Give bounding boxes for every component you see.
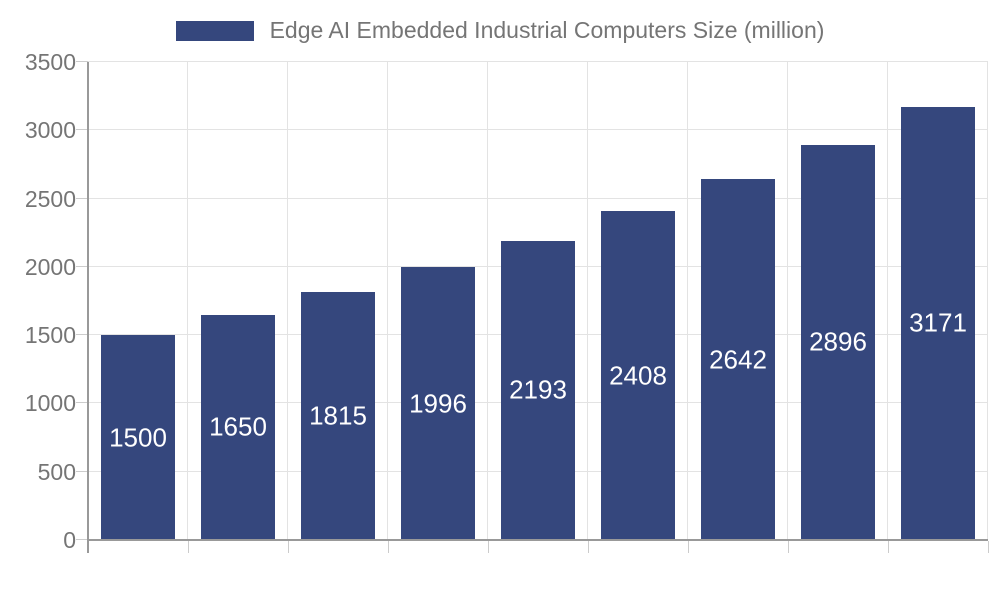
y-tick-3000 [76, 129, 88, 131]
gridline-v-9 [987, 62, 988, 540]
y-axis-label-1500: 1500 [24, 322, 76, 349]
bar-value-2025: 1500 [109, 422, 167, 453]
gridline-v-1 [187, 62, 188, 540]
bar-2033: 3171 [901, 106, 975, 540]
y-tick-1000 [76, 402, 88, 404]
y-axis-label-2000: 2000 [24, 253, 76, 280]
y-axis-label-3000: 3000 [24, 117, 76, 144]
legend-swatch [175, 20, 254, 41]
gridline-h-3000 [88, 129, 988, 131]
y-axis-line [87, 62, 89, 553]
gridline-v-8 [887, 62, 888, 540]
y-axis-label-0: 0 [63, 527, 76, 553]
bar-value-2029: 2193 [509, 374, 567, 405]
bar-2025: 1500 [101, 335, 175, 540]
bar-2027: 1815 [301, 292, 375, 540]
x-tick-5 [588, 541, 589, 553]
bar-value-2030: 2408 [609, 360, 667, 391]
bar-2030: 2408 [601, 211, 675, 540]
y-tick-0 [76, 539, 88, 540]
bar-2029: 2193 [501, 240, 575, 540]
x-tick-7 [788, 541, 789, 553]
gridline-v-7 [787, 62, 788, 540]
y-axis-label-3500: 3500 [24, 49, 76, 75]
gridline-h-2500 [88, 197, 988, 199]
plot-area: 0500100015002000250030003500202520262027… [25, 49, 989, 553]
y-tick-500 [76, 470, 88, 472]
y-axis-label-1000: 1000 [24, 390, 76, 417]
y-tick-1500 [76, 334, 88, 336]
gridline-v-6 [687, 62, 688, 540]
x-tick-6 [688, 541, 689, 553]
bar-value-2031: 2642 [709, 344, 767, 375]
y-tick-2000 [76, 265, 88, 267]
gridline-v-2 [287, 62, 288, 540]
x-axis-line [88, 539, 988, 541]
gridline-v-3 [387, 62, 388, 540]
x-tick-1 [188, 541, 189, 553]
y-tick-3500 [76, 61, 88, 62]
bar-value-2026: 1650 [209, 411, 267, 442]
x-tick-8 [888, 541, 889, 553]
chart-legend[interactable]: Edge AI Embedded Industrial Computers Si… [0, 17, 1000, 44]
y-tick-2500 [76, 197, 88, 199]
bar-value-2028: 1996 [409, 388, 467, 419]
gridline-v-5 [587, 62, 588, 540]
bar-value-2033: 3171 [909, 307, 967, 338]
bar-2028: 1996 [401, 267, 475, 540]
y-axis-label-2500: 2500 [24, 185, 76, 212]
gridline-h-3500 [88, 61, 988, 62]
gridline-v-4 [487, 62, 488, 540]
x-tick-3 [388, 541, 389, 553]
bar-2031: 2642 [701, 179, 775, 540]
bar-2032: 2896 [801, 144, 875, 540]
bar-value-2032: 2896 [809, 326, 867, 357]
y-axis-label-500: 500 [37, 458, 76, 485]
x-tick-2 [288, 541, 289, 553]
legend-label: Edge AI Embedded Industrial Computers Si… [269, 17, 825, 43]
bar-2026: 1650 [201, 314, 275, 540]
x-tick-9 [988, 541, 989, 553]
bar-value-2027: 1815 [309, 400, 367, 431]
x-tick-4 [488, 541, 489, 553]
